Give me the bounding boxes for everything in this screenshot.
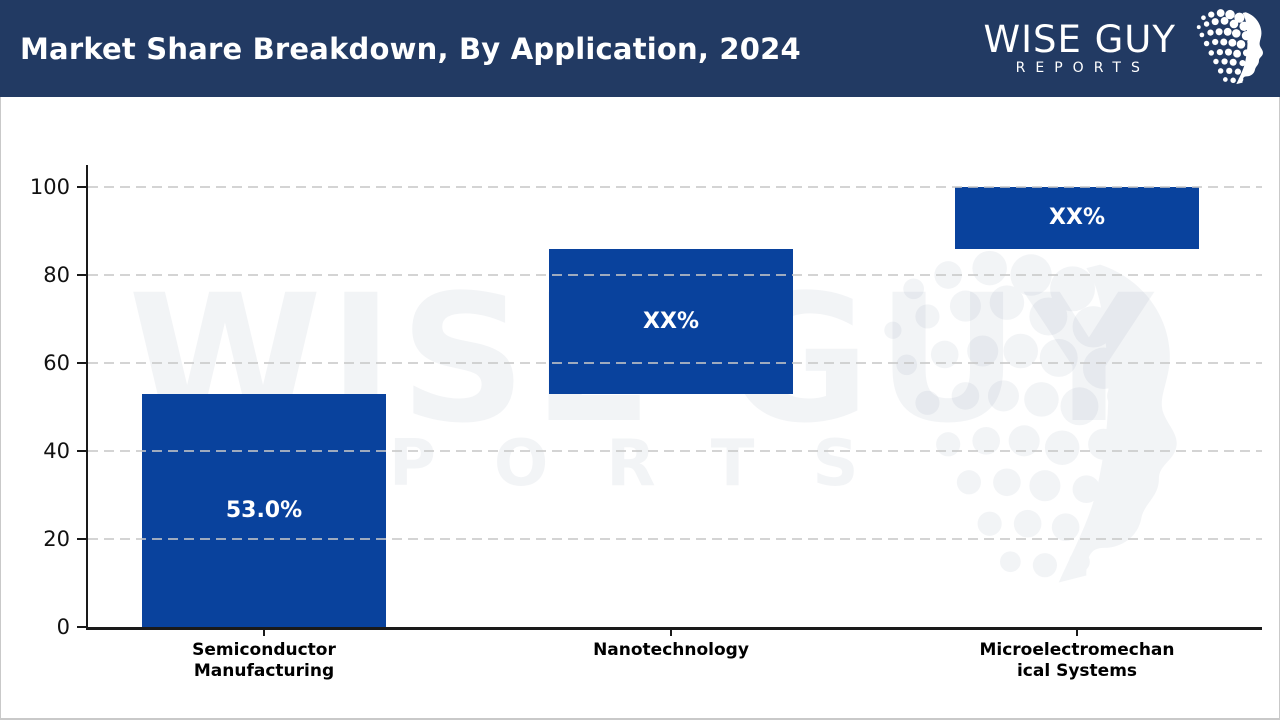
- header-bar: Market Share Breakdown, By Application, …: [0, 0, 1280, 97]
- category-label-line: Nanotechnology: [593, 640, 749, 660]
- y-axis-line: [86, 165, 88, 627]
- x-axis-line: [86, 627, 1262, 630]
- bar-segment: [142, 393, 386, 627]
- category-label: Nanotechnology: [511, 640, 831, 661]
- bar-segment: [549, 248, 793, 394]
- category-label: Microelectromechan ical Systems: [917, 640, 1237, 682]
- logo-wordmark: WISE GUY: [983, 18, 1176, 61]
- y-tick: [77, 626, 86, 628]
- gridline: [88, 362, 1262, 364]
- gridline: [88, 274, 1262, 276]
- bar-value-label: 53.0%: [225, 497, 303, 523]
- x-tick: [263, 627, 265, 636]
- bar-segment: [955, 187, 1199, 249]
- x-tick: [1076, 627, 1078, 636]
- bar-value-label: XX%: [1049, 205, 1105, 230]
- y-tick-label: 80: [43, 263, 70, 287]
- y-tick: [77, 450, 86, 452]
- bar-value-label: XX%: [643, 308, 699, 334]
- chart-title: Market Share Breakdown, By Application, …: [20, 31, 801, 66]
- y-tick-label: 40: [43, 439, 70, 463]
- category-label: Semiconductor Manufacturing: [104, 640, 424, 682]
- y-tick-label: 100: [29, 175, 70, 199]
- x-tick: [670, 627, 672, 636]
- y-tick-label: 60: [43, 351, 70, 375]
- category-label-line: ical Systems: [1016, 661, 1138, 681]
- y-tick: [77, 274, 86, 276]
- wiseguy-logo: WISE GUY REPORTS: [984, 9, 1280, 89]
- y-tick-label: 0: [56, 615, 70, 639]
- category-label-line: Manufacturing: [193, 661, 335, 681]
- gridline: [88, 186, 1262, 188]
- logo-text: WISE GUY REPORTS: [983, 18, 1176, 77]
- y-tick: [77, 362, 86, 364]
- category-label-line: Microelectromechan: [979, 640, 1175, 660]
- y-tick: [77, 538, 86, 540]
- y-tick: [77, 186, 86, 188]
- gridline: [88, 450, 1262, 452]
- logo-subtext: REPORTS: [1015, 60, 1150, 76]
- gridline: [88, 538, 1262, 540]
- y-tick-label: 20: [43, 527, 70, 551]
- category-label-line: Semiconductor: [192, 640, 336, 660]
